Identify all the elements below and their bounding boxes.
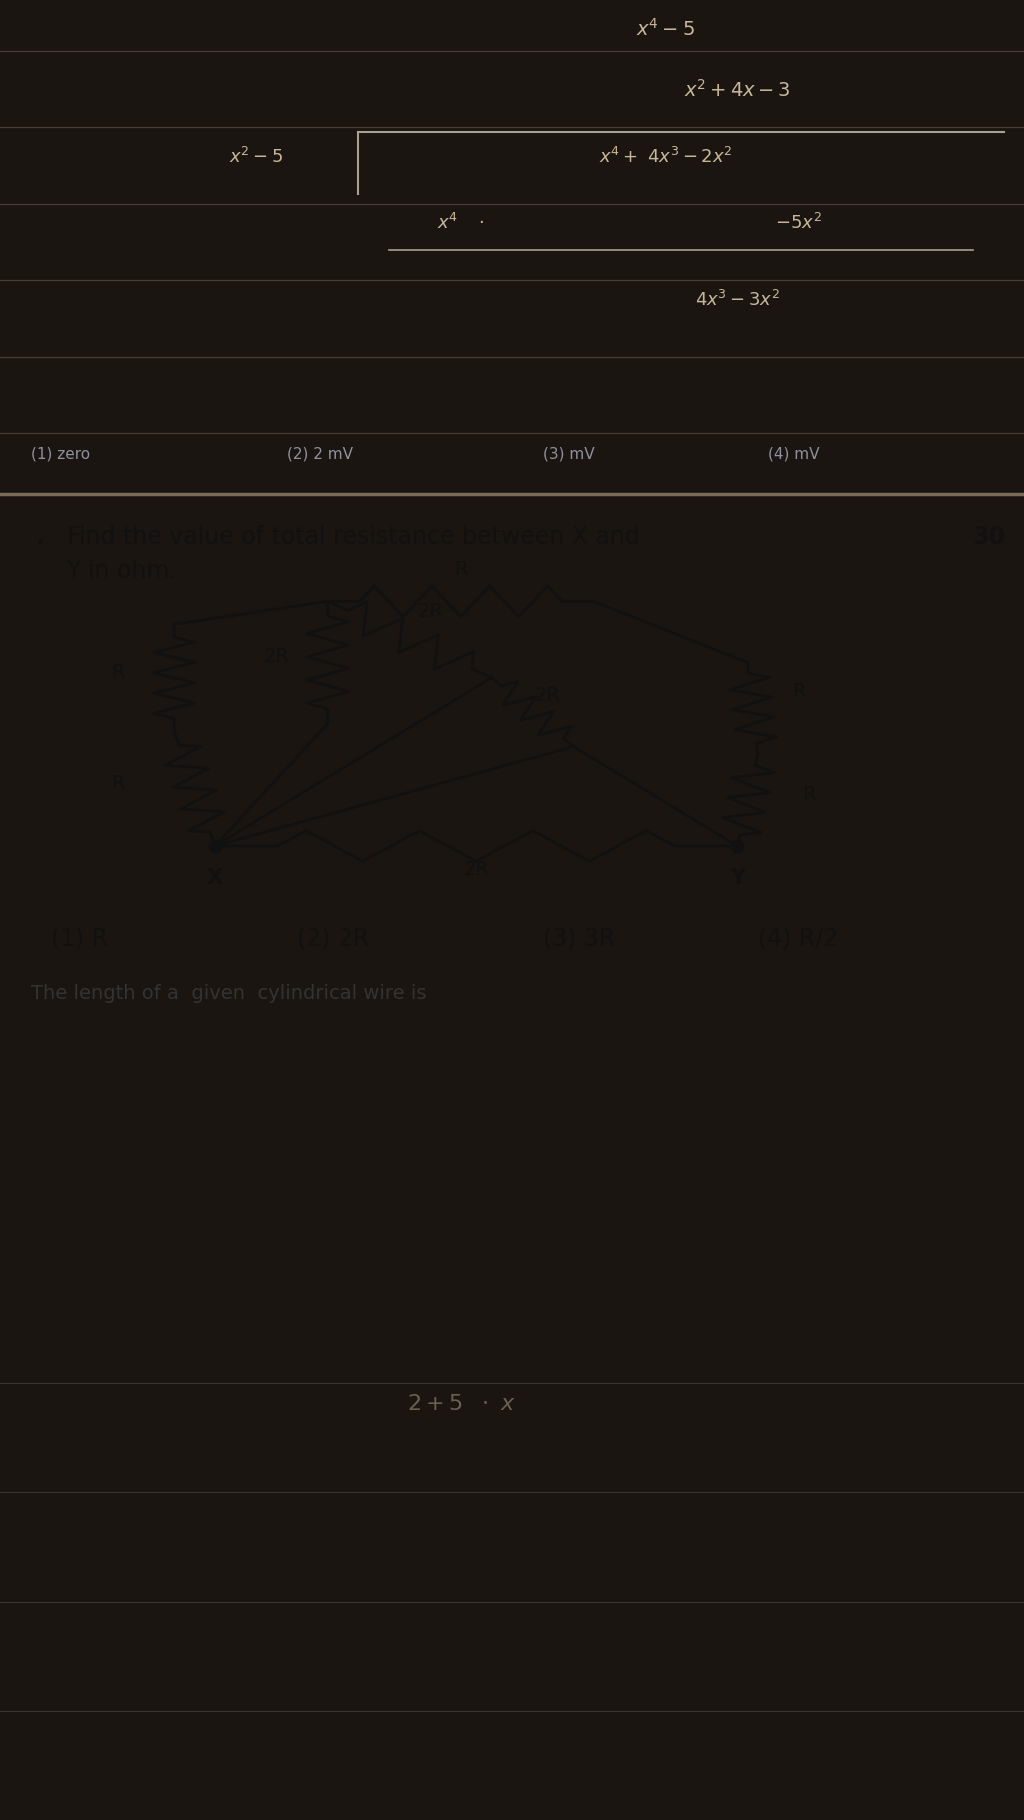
Text: Find the value of total resistance between X and: Find the value of total resistance betwe…	[67, 524, 639, 550]
Text: $4x^3 - 3x^2$: $4x^3 - 3x^2$	[694, 289, 780, 309]
Text: 30: 30	[973, 524, 1006, 550]
Text: R: R	[454, 559, 468, 579]
Text: Y: Y	[730, 868, 744, 888]
Text: (1) R: (1) R	[51, 926, 109, 950]
Text: (2) 2 mV: (2) 2 mV	[287, 446, 352, 462]
Text: The length of a  given  cylindrical wire is: The length of a given cylindrical wire i…	[31, 985, 426, 1003]
Text: (4) R/2: (4) R/2	[758, 926, 838, 950]
Text: $x^2 + 4x - 3$: $x^2 + 4x - 3$	[684, 78, 791, 100]
Text: R: R	[792, 682, 806, 701]
Text: 2R: 2R	[535, 686, 561, 704]
Text: $-5x^2$: $-5x^2$	[775, 213, 822, 233]
Text: $2+5\ \ \cdot\ x$: $2+5\ \ \cdot\ x$	[407, 1394, 515, 1414]
Text: (4) mV: (4) mV	[768, 446, 819, 462]
Text: $x^4\ \ \ \cdot$: $x^4\ \ \ \cdot$	[437, 213, 484, 233]
Text: (3) 3R: (3) 3R	[543, 926, 615, 950]
Text: R: R	[802, 784, 816, 804]
Text: 2R: 2R	[417, 602, 443, 621]
Text: X: X	[207, 868, 223, 888]
Text: 2R: 2R	[463, 861, 489, 879]
Text: 2R: 2R	[263, 648, 290, 666]
Text: Y in ohm.: Y in ohm.	[67, 559, 177, 584]
Text: $x^4 +\ 4x^3 - 2x^2$: $x^4 +\ 4x^3 - 2x^2$	[599, 147, 732, 167]
Text: $x^2-5$: $x^2-5$	[228, 147, 284, 167]
Text: $x^4 - 5$: $x^4 - 5$	[636, 18, 695, 40]
Text: (3) mV: (3) mV	[543, 446, 594, 462]
Text: .: .	[36, 524, 45, 550]
Text: R: R	[111, 662, 125, 682]
Text: (2) 2R: (2) 2R	[297, 926, 370, 950]
Text: (1) zero: (1) zero	[31, 446, 90, 462]
Text: R: R	[111, 774, 125, 792]
